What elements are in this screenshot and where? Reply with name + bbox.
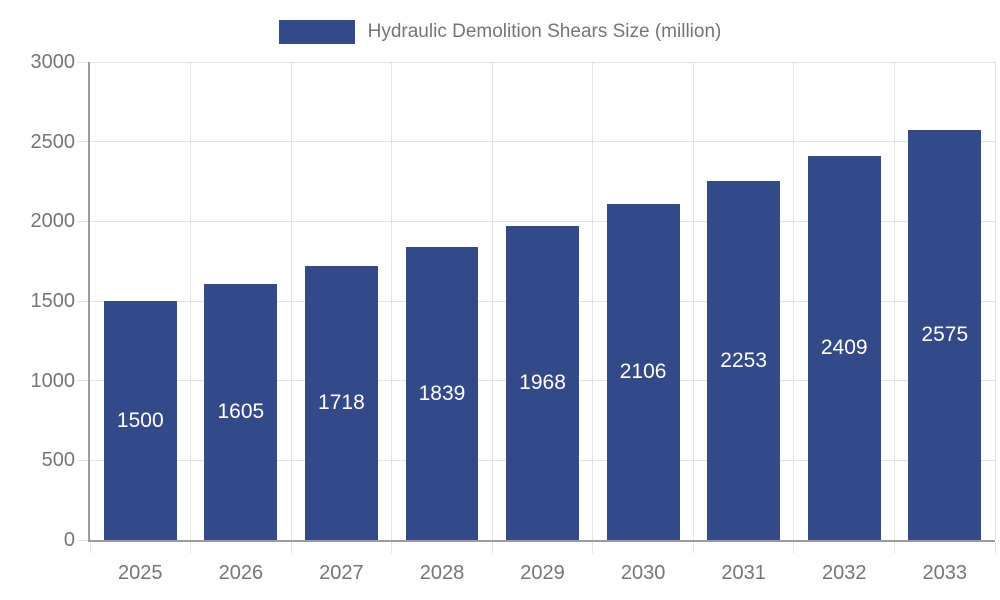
bar-band: 1718 bbox=[291, 62, 392, 540]
x-axis-labels: 2025 2026 2027 2028 2029 2030 2031 2032 2033 bbox=[90, 562, 995, 585]
bar[interactable]: 1968 bbox=[506, 226, 579, 540]
x-axis-label: 2027 bbox=[319, 562, 364, 584]
x-axis-tick bbox=[391, 542, 393, 553]
y-axis-label: 500 bbox=[41, 449, 75, 472]
x-axis-label: 2032 bbox=[821, 562, 867, 584]
x-axis-label: 2029 bbox=[520, 562, 565, 584]
y-axis-tick bbox=[77, 539, 88, 541]
y-axis-tick bbox=[77, 220, 88, 222]
bar-band: 2253 bbox=[693, 62, 794, 540]
y-axis-tick bbox=[77, 141, 88, 143]
bar-value-label: 1718 bbox=[318, 391, 365, 415]
y-axis-label: 0 bbox=[63, 529, 75, 551]
bar-value-label: 2106 bbox=[619, 360, 667, 384]
bar[interactable]: 2253 bbox=[707, 181, 781, 540]
bar[interactable]: 1605 bbox=[204, 284, 278, 540]
y-axis-tick bbox=[77, 380, 88, 382]
y-axis-label: 3000 bbox=[30, 51, 76, 73]
bar[interactable]: 2106 bbox=[606, 204, 680, 540]
y-axis-label: 2500 bbox=[30, 130, 76, 153]
bar-value-label: 2253 bbox=[720, 348, 768, 372]
y-axis-tick bbox=[77, 61, 88, 63]
bar-band: 1968 bbox=[492, 62, 593, 540]
x-axis-line bbox=[88, 540, 995, 542]
x-axis-tick bbox=[491, 542, 493, 553]
x-axis-tick bbox=[290, 542, 292, 553]
bar-value-label: 2575 bbox=[921, 322, 969, 346]
y-axis-tick bbox=[77, 459, 88, 461]
x-axis-tick bbox=[994, 542, 996, 553]
bar-band: 1839 bbox=[392, 62, 493, 540]
bar[interactable]: 1718 bbox=[304, 266, 378, 540]
y-axis-label: 2000 bbox=[30, 210, 76, 233]
y-axis-label: 1000 bbox=[30, 369, 76, 392]
y-axis-tick bbox=[77, 300, 88, 302]
bar-band: 2106 bbox=[593, 62, 694, 540]
x-axis-tick bbox=[893, 542, 895, 553]
x-axis-label: 2028 bbox=[419, 562, 465, 584]
chart-legend[interactable]: Hydraulic Demolition Shears Size (millio… bbox=[0, 20, 1000, 44]
bar-value-label: 2409 bbox=[820, 336, 868, 360]
x-axis-tick bbox=[592, 542, 594, 553]
x-axis-label: 2030 bbox=[620, 562, 666, 584]
bar[interactable]: 1500 bbox=[103, 301, 177, 540]
x-axis-label: 2033 bbox=[922, 562, 968, 584]
y-axis-label: 1500 bbox=[30, 290, 76, 312]
bar-band: 2409 bbox=[794, 62, 895, 540]
bar-value-label: 1500 bbox=[116, 408, 164, 432]
x-axis-tick bbox=[89, 542, 91, 553]
x-axis-label: 2025 bbox=[118, 562, 163, 584]
x-axis-label: 2026 bbox=[218, 562, 264, 584]
legend-swatch bbox=[278, 20, 355, 44]
bar[interactable]: 2409 bbox=[807, 156, 881, 540]
bar-value-label: 1968 bbox=[519, 371, 566, 395]
x-axis-label: 2031 bbox=[721, 562, 766, 584]
bar-band: 2575 bbox=[895, 62, 996, 540]
bars-layer: 1500 1605 1718 1839 1968 2106 2253 2409 2575 bbox=[90, 62, 995, 540]
x-axis-tick bbox=[793, 542, 795, 553]
bar[interactable]: 2575 bbox=[908, 129, 982, 540]
legend-label: Hydraulic Demolition Shears Size (millio… bbox=[367, 21, 722, 42]
bar-value-label: 1605 bbox=[217, 400, 265, 424]
x-axis-tick bbox=[692, 542, 694, 553]
bar[interactable]: 1839 bbox=[405, 247, 479, 540]
bar-band: 1500 bbox=[90, 62, 191, 540]
x-axis-tick bbox=[190, 542, 192, 553]
bar-value-label: 1839 bbox=[418, 381, 466, 405]
bar-band: 1605 bbox=[191, 62, 292, 540]
